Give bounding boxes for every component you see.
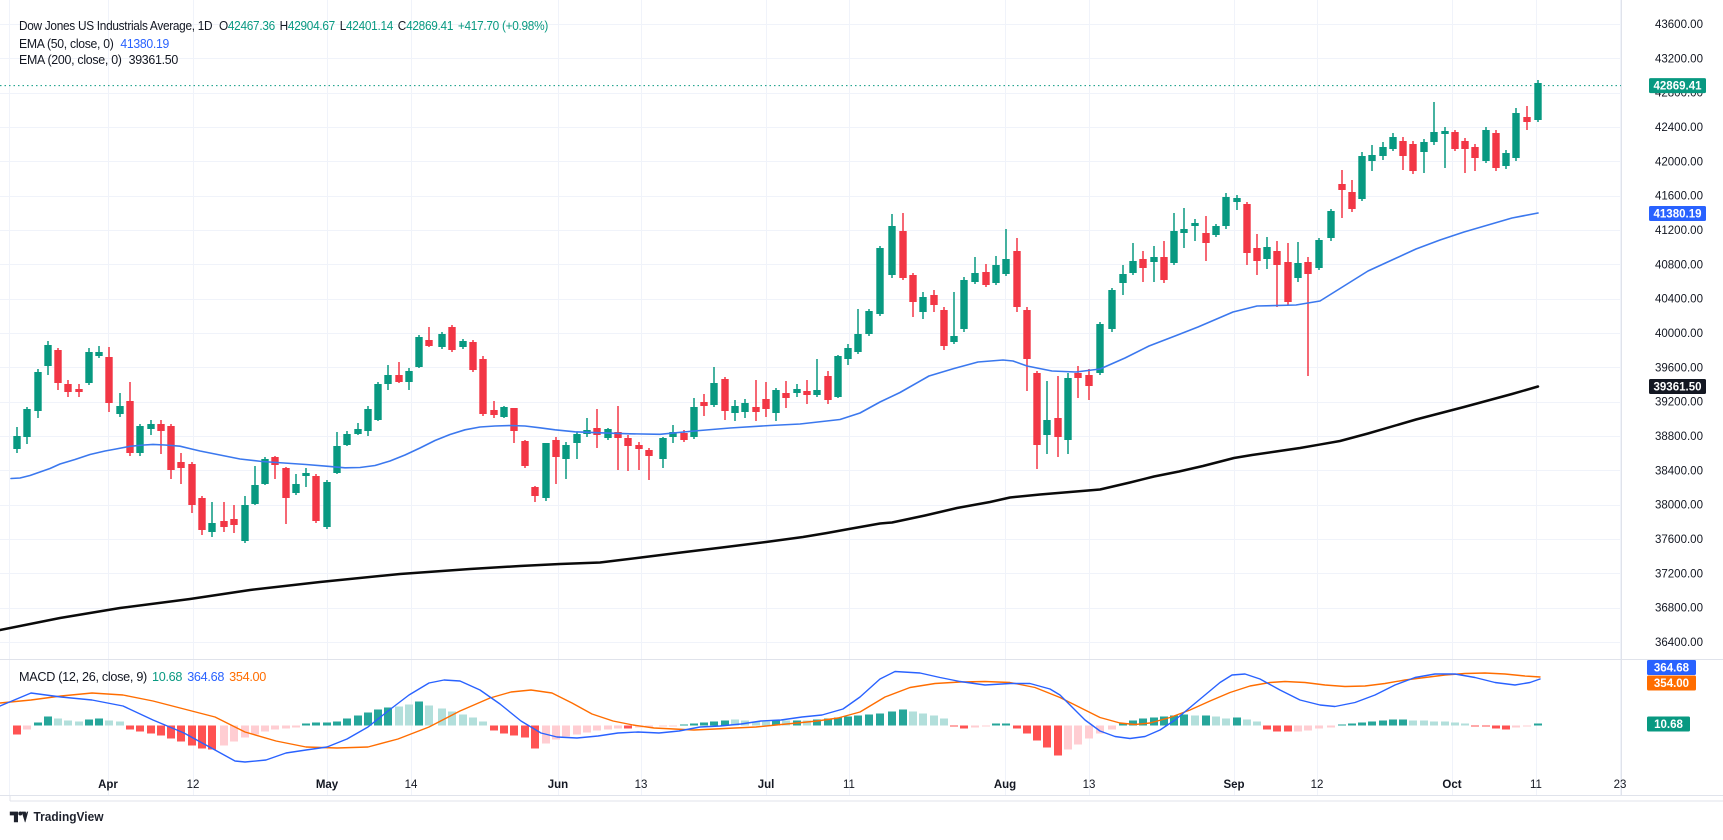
svg-text:43200.00: 43200.00 <box>1655 53 1703 65</box>
svg-text:13: 13 <box>1083 779 1096 791</box>
svg-text:Jul: Jul <box>758 779 775 791</box>
svg-text:TradingView: TradingView <box>34 809 105 824</box>
svg-text:43600.00: 43600.00 <box>1655 19 1703 31</box>
svg-text:11: 11 <box>1530 779 1542 791</box>
svg-text:Jun: Jun <box>548 779 568 791</box>
svg-text:13: 13 <box>635 779 648 791</box>
svg-text:Oct: Oct <box>1442 779 1461 791</box>
svg-text:38000.00: 38000.00 <box>1655 500 1703 512</box>
svg-text:36400.00: 36400.00 <box>1655 637 1703 649</box>
svg-text:Apr: Apr <box>98 779 118 791</box>
svg-text:37200.00: 37200.00 <box>1655 568 1703 580</box>
svg-text:11: 11 <box>843 779 855 791</box>
svg-text:38400.00: 38400.00 <box>1655 465 1703 477</box>
svg-text:14: 14 <box>405 779 418 791</box>
svg-text:364.68: 364.68 <box>1654 663 1690 675</box>
svg-text:41600.00: 41600.00 <box>1655 191 1703 203</box>
svg-text:23: 23 <box>1614 779 1627 791</box>
svg-text:12: 12 <box>1311 779 1324 791</box>
svg-text:37600.00: 37600.00 <box>1655 534 1703 546</box>
svg-text:42869.41: 42869.41 <box>1654 81 1703 93</box>
svg-text:39200.00: 39200.00 <box>1655 397 1703 409</box>
svg-text:36800.00: 36800.00 <box>1655 603 1703 615</box>
svg-text:40800.00: 40800.00 <box>1655 259 1703 271</box>
svg-text:Dow Jones US Industrials Avera: Dow Jones US Industrials Average, 1DO424… <box>19 19 548 33</box>
svg-text:10.68: 10.68 <box>1654 719 1683 731</box>
svg-text:12: 12 <box>187 779 200 791</box>
svg-text:Aug: Aug <box>994 779 1016 791</box>
svg-text:41380.19: 41380.19 <box>1654 209 1702 221</box>
svg-text:42400.00: 42400.00 <box>1655 122 1703 134</box>
svg-text:354.00: 354.00 <box>1654 678 1689 690</box>
svg-text:40400.00: 40400.00 <box>1655 294 1703 306</box>
svg-text:38800.00: 38800.00 <box>1655 431 1703 443</box>
svg-text:EMA (50, close, 0)41380.19: EMA (50, close, 0) 41380.19 <box>19 37 169 51</box>
svg-text:May: May <box>316 779 339 791</box>
svg-text:EMA (200, close, 0)39361.50: EMA (200, close, 0) 39361.50 <box>19 53 178 67</box>
svg-text:39361.50: 39361.50 <box>1654 382 1702 394</box>
svg-text:39600.00: 39600.00 <box>1655 362 1703 374</box>
svg-text:41200.00: 41200.00 <box>1655 225 1703 237</box>
svg-text:Sep: Sep <box>1223 779 1244 791</box>
svg-text:42000.00: 42000.00 <box>1655 156 1703 168</box>
svg-text:40000.00: 40000.00 <box>1655 328 1703 340</box>
